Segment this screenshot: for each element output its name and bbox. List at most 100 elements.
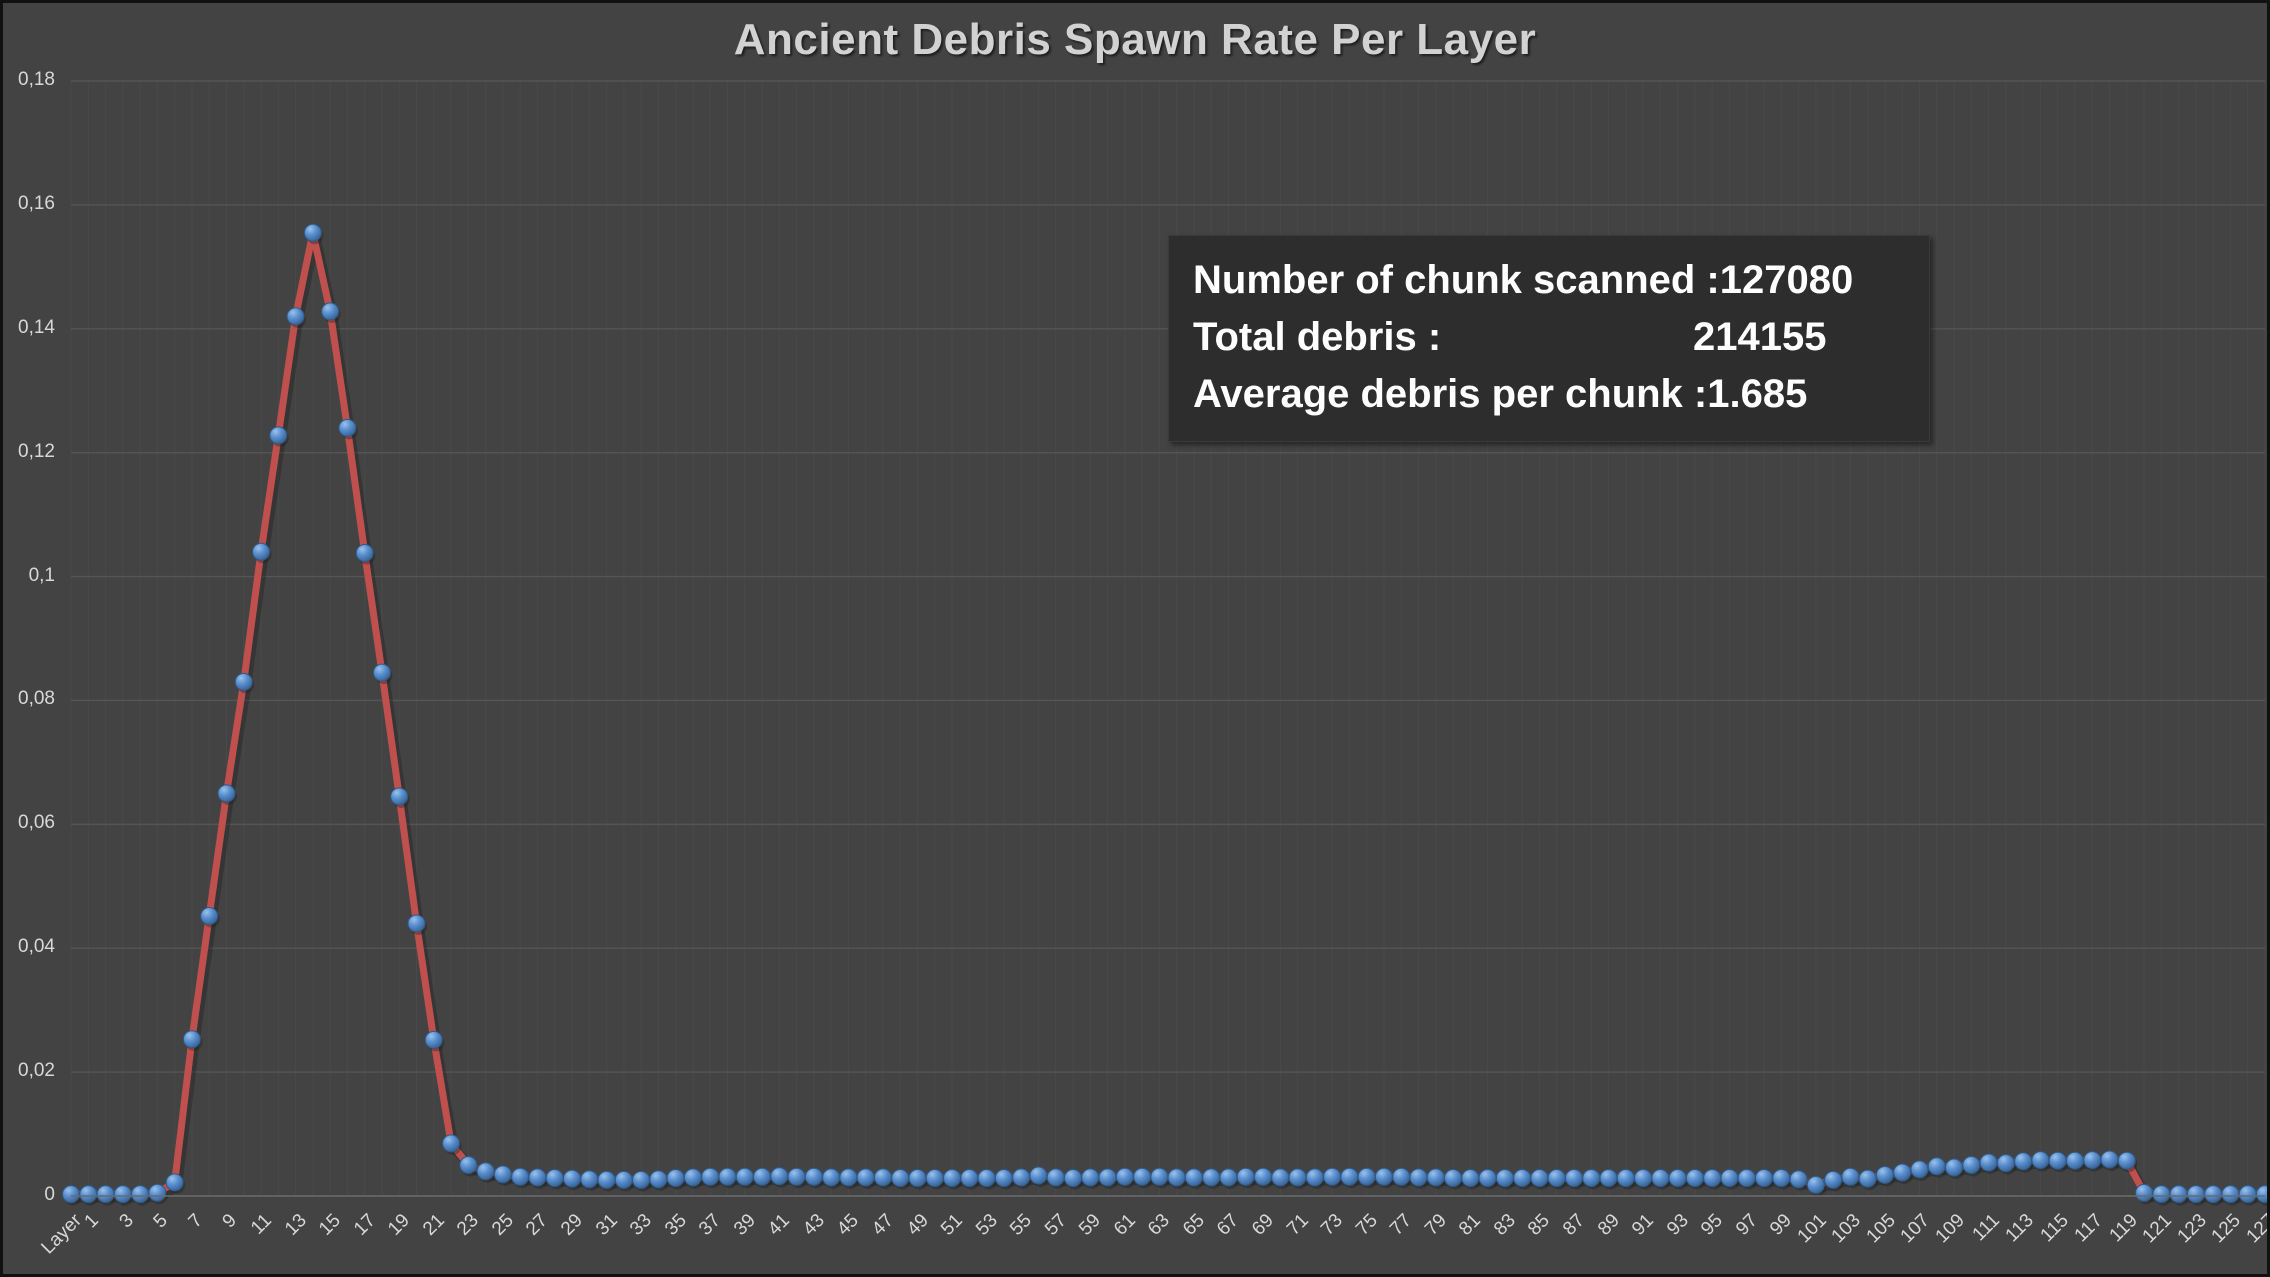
data-point-marker: [372, 663, 391, 682]
data-point-marker: [148, 1183, 167, 1202]
data-point-marker: [234, 672, 253, 691]
data-point-marker: [1444, 1169, 1463, 1188]
plot-svg: [62, 80, 2267, 1206]
data-point-marker: [2256, 1185, 2267, 1204]
data-point-marker: [1219, 1168, 1238, 1187]
data-point-marker: [1599, 1169, 1618, 1188]
data-point-marker: [1098, 1168, 1117, 1187]
data-point-marker: [1564, 1169, 1583, 1188]
info-row-average-debris: Average debris per chunk : 1.685: [1193, 372, 1905, 417]
data-point-marker: [1530, 1169, 1549, 1188]
data-point-marker: [735, 1167, 754, 1186]
y-axis-tick-label: 0,18: [18, 69, 55, 90]
y-axis-tick-label: 0: [44, 1184, 55, 1205]
data-point-marker: [1409, 1168, 1428, 1187]
info-value-average-debris: 1.685: [1707, 372, 1808, 416]
data-point-marker: [753, 1167, 772, 1186]
y-axis-tick-label: 0,08: [18, 688, 55, 710]
y-axis-tick-label: 0,1: [28, 564, 55, 586]
data-point-marker: [977, 1169, 996, 1188]
data-point-marker: [2204, 1185, 2223, 1204]
data-point-marker: [2031, 1151, 2050, 1170]
data-point-marker: [1703, 1169, 1722, 1188]
data-point-marker: [632, 1170, 651, 1189]
data-point-marker: [2048, 1151, 2067, 1170]
data-point-marker: [822, 1168, 841, 1187]
data-point-marker: [2135, 1183, 2154, 1202]
data-point-marker: [545, 1169, 564, 1188]
data-point-marker: [1115, 1167, 1134, 1186]
data-point-marker: [165, 1173, 184, 1192]
data-point-marker: [891, 1169, 910, 1188]
data-point-marker: [1616, 1169, 1635, 1188]
data-point-marker: [1202, 1168, 1221, 1187]
data-point-marker: [1495, 1169, 1514, 1188]
data-point-marker: [1737, 1169, 1756, 1188]
data-point-marker: [407, 914, 426, 933]
info-label-average-debris: Average debris per chunk :: [1193, 372, 1708, 416]
y-axis-tick-label: 0,04: [18, 936, 55, 958]
data-point-marker: [614, 1170, 633, 1189]
data-point-marker: [908, 1169, 927, 1188]
y-axis-tick-label: 0,02: [18, 1060, 55, 1082]
data-point-marker: [2117, 1151, 2136, 1170]
info-value-chunks-scanned: 127080: [1719, 258, 1854, 302]
data-point-marker: [1720, 1169, 1739, 1188]
data-point-marker: [2186, 1185, 2205, 1204]
data-point-marker: [200, 907, 219, 926]
info-label-total-debris: Total debris :: [1193, 315, 1442, 359]
y-axis-tick-label: 0,12: [18, 440, 55, 462]
data-point-marker: [562, 1169, 581, 1188]
data-point-marker: [1081, 1168, 1100, 1187]
data-point-marker: [1392, 1167, 1411, 1186]
data-point-marker: [2065, 1151, 2084, 1170]
data-point-marker: [1979, 1153, 1998, 1172]
data-point-marker: [1184, 1168, 1203, 1187]
data-point-marker: [1288, 1168, 1307, 1187]
data-point-marker: [459, 1156, 478, 1175]
data-point-marker: [1996, 1154, 2015, 1173]
data-point-marker: [131, 1185, 150, 1204]
data-point-marker: [390, 787, 409, 806]
data-point-marker: [1927, 1157, 1946, 1176]
data-point-marker: [2169, 1185, 2188, 1204]
data-point-marker: [252, 542, 271, 561]
data-point-marker: [856, 1168, 875, 1187]
data-point-marker: [528, 1168, 547, 1187]
data-point-marker: [2221, 1185, 2240, 1204]
data-point-marker: [1513, 1169, 1532, 1188]
data-point-marker: [580, 1170, 599, 1189]
data-point-marker: [839, 1168, 858, 1187]
data-point-marker: [1875, 1165, 1894, 1184]
data-point-marker: [2014, 1152, 2033, 1171]
data-point-marker: [1668, 1169, 1687, 1188]
data-point-marker: [62, 1185, 80, 1204]
data-point-marker: [925, 1169, 944, 1188]
data-point-marker: [718, 1167, 737, 1186]
info-row-chunks-scanned: Number of chunk scanned : 127080: [1193, 258, 1905, 303]
data-point-marker: [1755, 1169, 1774, 1188]
data-point-marker: [2238, 1185, 2257, 1204]
data-point-marker: [1254, 1167, 1273, 1186]
data-point-marker: [1893, 1163, 1912, 1182]
data-point-marker: [1340, 1167, 1359, 1186]
data-point-marker: [1426, 1168, 1445, 1187]
data-point-marker: [1634, 1169, 1653, 1188]
data-point-marker: [79, 1185, 98, 1204]
data-point-marker: [355, 544, 374, 563]
data-point-marker: [1806, 1175, 1825, 1194]
y-axis-tick-label: 0,14: [18, 316, 55, 338]
data-point-marker: [1962, 1156, 1981, 1175]
data-point-marker: [1046, 1168, 1065, 1187]
data-point-marker: [269, 426, 288, 445]
data-point-marker: [1150, 1167, 1169, 1186]
data-point-marker: [476, 1162, 495, 1181]
data-point-marker: [804, 1167, 823, 1186]
data-point-marker: [286, 307, 305, 326]
data-point-marker: [770, 1167, 789, 1186]
data-point-marker: [1063, 1169, 1082, 1188]
data-point-marker: [1772, 1169, 1791, 1188]
data-point-marker: [787, 1167, 806, 1186]
data-point-marker: [994, 1169, 1013, 1188]
